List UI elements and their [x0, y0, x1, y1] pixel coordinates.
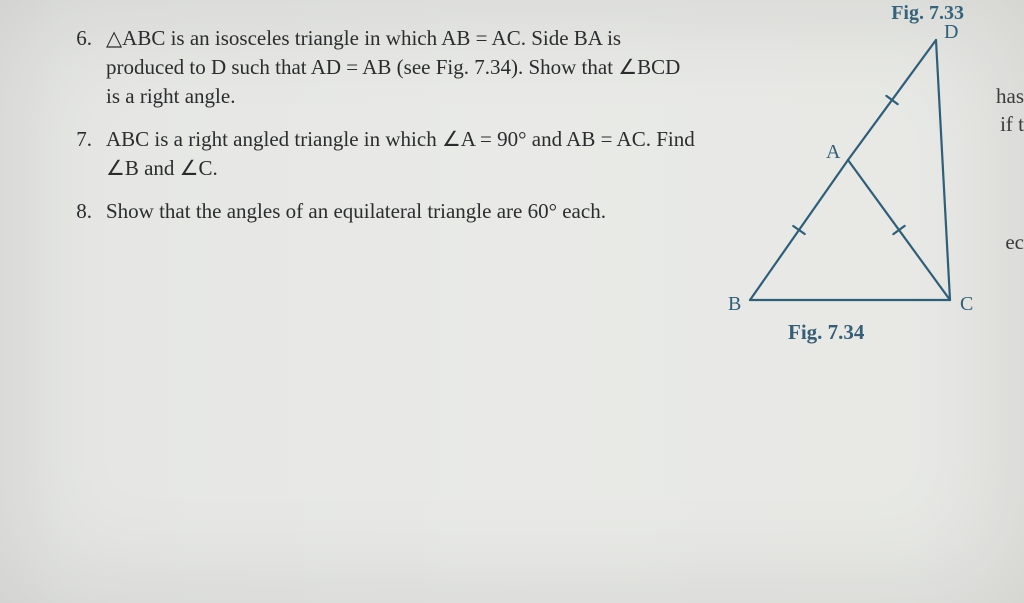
question-body: △ABC is an isosceles triangle in which A… [106, 24, 698, 111]
question-body: ABC is a right angled triangle in which … [106, 125, 698, 183]
svg-text:B: B [728, 293, 741, 315]
page: Fig. 7.33 6. △ABC is an isosceles triang… [0, 0, 1024, 603]
question-number: 7. [58, 125, 106, 183]
svg-text:C: C [960, 293, 973, 315]
page-edge-text: if t [1000, 112, 1024, 137]
page-edge-text: has [996, 84, 1024, 109]
question-body: Show that the angles of an equilateral t… [106, 197, 698, 226]
question-number: 8. [58, 197, 106, 226]
figure-7-34: B C A D [720, 20, 980, 340]
figure-caption: Fig. 7.34 [788, 320, 864, 345]
svg-text:A: A [826, 141, 841, 163]
page-edge-text: ec [1005, 230, 1024, 255]
question-number: 6. [58, 24, 106, 111]
question-item: 6. △ABC is an isosceles triangle in whic… [58, 24, 698, 111]
question-item: 7. ABC is a right angled triangle in whi… [58, 125, 698, 183]
question-item: 8. Show that the angles of an equilatera… [58, 197, 698, 226]
svg-text:D: D [944, 21, 958, 43]
questions-list: 6. △ABC is an isosceles triangle in whic… [58, 24, 698, 240]
